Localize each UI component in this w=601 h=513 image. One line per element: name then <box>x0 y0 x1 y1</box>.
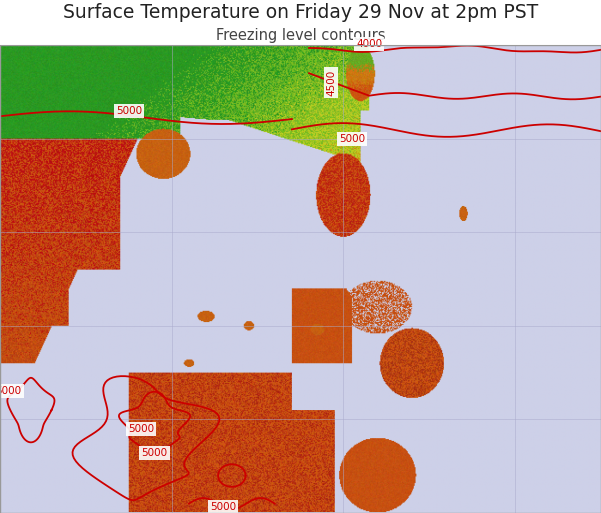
Text: 5000: 5000 <box>210 502 236 512</box>
Text: Surface Temperature on Friday 29 Nov at 2pm PST: Surface Temperature on Friday 29 Nov at … <box>63 3 538 22</box>
Text: 4500: 4500 <box>326 69 337 96</box>
Text: 5000: 5000 <box>339 134 365 144</box>
Text: 4000: 4000 <box>356 39 382 49</box>
Text: 5000: 5000 <box>0 386 22 397</box>
Text: 5000: 5000 <box>128 424 154 434</box>
Text: 5000: 5000 <box>141 448 168 458</box>
Text: 5000: 5000 <box>116 106 142 115</box>
Text: Freezing level contours: Freezing level contours <box>216 28 385 43</box>
